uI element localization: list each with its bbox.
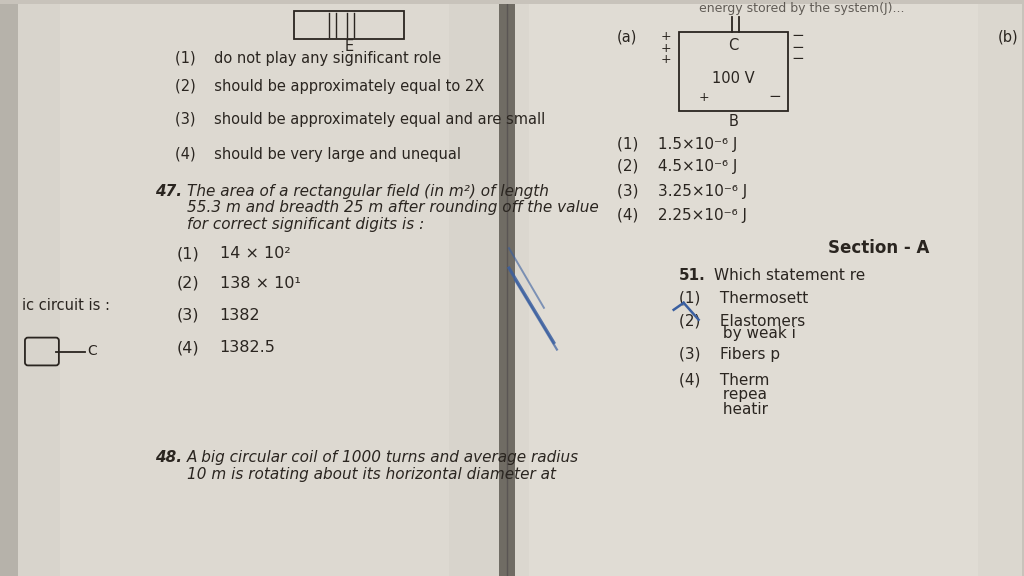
Text: −: − [792, 51, 804, 66]
Text: heatir: heatir [679, 402, 768, 417]
Text: (2)    Elastomers: (2) Elastomers [679, 314, 805, 329]
Text: (2)    should be approximately equal to 2X: (2) should be approximately equal to 2X [175, 79, 484, 94]
Text: 138 × 10¹: 138 × 10¹ [219, 276, 300, 291]
Text: B: B [729, 114, 738, 129]
Text: 48.: 48. [155, 450, 181, 465]
Text: (1)    1.5×10⁻⁶ J: (1) 1.5×10⁻⁶ J [616, 137, 737, 152]
Polygon shape [59, 4, 450, 576]
Polygon shape [509, 4, 1022, 576]
Text: +: + [660, 29, 672, 43]
Text: 1382: 1382 [219, 308, 260, 323]
Text: (1): (1) [177, 246, 200, 261]
Text: (4)    Therm: (4) Therm [679, 372, 769, 387]
Text: (3)    3.25×10⁻⁶ J: (3) 3.25×10⁻⁶ J [616, 184, 748, 199]
Text: (4)    2.25×10⁻⁶ J: (4) 2.25×10⁻⁶ J [616, 209, 746, 223]
Text: 14 × 10²: 14 × 10² [219, 246, 290, 261]
Text: (2)    4.5×10⁻⁶ J: (2) 4.5×10⁻⁶ J [616, 159, 737, 174]
Text: (b): (b) [998, 29, 1019, 44]
Text: C: C [728, 37, 738, 52]
Text: Which statement re: Which statement re [714, 268, 865, 283]
Text: +: + [660, 54, 672, 66]
Text: +: + [698, 91, 710, 104]
Text: (3)    Fibers p: (3) Fibers p [679, 347, 780, 362]
Text: −: − [792, 40, 804, 55]
Text: 100 V: 100 V [713, 71, 755, 86]
Text: Section - A: Section - A [828, 239, 930, 257]
Text: 10 m is rotating about its horizontal diameter at: 10 m is rotating about its horizontal di… [186, 467, 556, 482]
Text: 47.: 47. [155, 184, 181, 199]
Text: (1)    do not play any significant role: (1) do not play any significant role [175, 51, 440, 66]
Polygon shape [529, 4, 978, 576]
Text: A big circular coil of 1000 turns and average radius: A big circular coil of 1000 turns and av… [186, 450, 579, 465]
Text: 51.: 51. [679, 268, 706, 283]
Text: repea: repea [679, 387, 767, 402]
Text: −: − [768, 89, 781, 104]
Text: (3): (3) [177, 308, 199, 323]
Polygon shape [0, 4, 18, 576]
Text: by weak i: by weak i [679, 325, 796, 340]
Text: The area of a rectangular field (in m²) of length: The area of a rectangular field (in m²) … [186, 184, 549, 199]
Text: (1)    Thermosett: (1) Thermosett [679, 291, 808, 306]
Text: (4): (4) [177, 340, 200, 355]
Text: (4)    should be very large and unequal: (4) should be very large and unequal [175, 147, 461, 162]
Text: +: + [660, 41, 672, 55]
Polygon shape [499, 4, 515, 576]
Text: C: C [87, 344, 96, 358]
Text: (3)    should be approximately equal and are small: (3) should be approximately equal and ar… [175, 112, 545, 127]
Polygon shape [0, 4, 507, 576]
Text: −: − [792, 28, 804, 43]
Text: ic circuit is :: ic circuit is : [22, 298, 110, 313]
Text: (a): (a) [616, 29, 637, 44]
Text: for correct significant digits is :: for correct significant digits is : [186, 217, 424, 232]
Text: (2): (2) [177, 276, 200, 291]
Text: 1382.5: 1382.5 [219, 340, 275, 355]
Text: 55.3 m and breadth 25 m after rounding off the value: 55.3 m and breadth 25 m after rounding o… [186, 200, 598, 215]
Text: energy stored by the system(J)...: energy stored by the system(J)... [698, 2, 904, 15]
Text: E: E [345, 39, 354, 54]
